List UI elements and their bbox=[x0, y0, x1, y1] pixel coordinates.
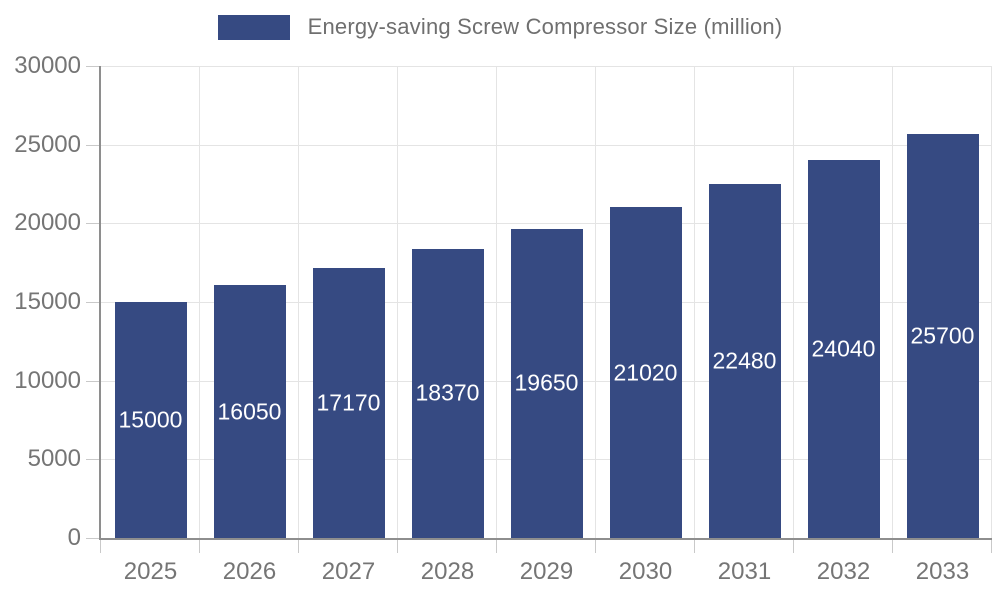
bar-value-label: 15000 bbox=[118, 406, 183, 433]
bar-2025[interactable]: 15000 bbox=[114, 302, 187, 538]
x-axis-label-2031: 2031 bbox=[717, 558, 772, 585]
x-gridline bbox=[397, 66, 398, 538]
bar-2026[interactable]: 16050 bbox=[213, 285, 286, 538]
x-axis-tick bbox=[991, 540, 992, 553]
x-axis-label-2029: 2029 bbox=[519, 558, 574, 585]
bar-2027[interactable]: 17170 bbox=[312, 267, 385, 538]
x-axis-tick bbox=[793, 540, 794, 553]
x-axis-tick bbox=[199, 540, 200, 553]
legend-swatch-icon bbox=[217, 14, 290, 40]
y-axis-label: 30000 bbox=[14, 52, 81, 79]
y-axis-tick bbox=[86, 302, 99, 303]
bar-value-label: 25700 bbox=[910, 322, 975, 349]
y-axis-label: 25000 bbox=[14, 130, 81, 158]
x-gridline bbox=[793, 66, 794, 538]
x-gridline bbox=[496, 66, 497, 538]
x-axis-tick bbox=[397, 540, 398, 553]
y-axis-tick bbox=[86, 380, 99, 382]
x-axis-tick bbox=[595, 540, 596, 553]
bar-2031[interactable]: 22480 bbox=[708, 184, 781, 538]
x-axis-label-2027: 2027 bbox=[321, 558, 376, 585]
y-axis-label: 10000 bbox=[14, 366, 81, 394]
x-axis-label-2033: 2033 bbox=[915, 558, 970, 585]
bar-value-label: 24040 bbox=[811, 335, 876, 362]
y-axis-tick bbox=[86, 144, 99, 146]
bar-value-label: 17170 bbox=[316, 389, 381, 416]
bar-2028[interactable]: 18370 bbox=[411, 248, 484, 538]
y-gridline bbox=[101, 66, 992, 67]
x-gridline bbox=[892, 66, 893, 538]
y-axis-label: 0 bbox=[67, 524, 81, 551]
bar-2029[interactable]: 19650 bbox=[510, 228, 583, 538]
y-axis-line bbox=[99, 66, 101, 538]
plot-area: 0 5000 10000 15000 20000 25000 30000 15000 2025 1… bbox=[14, 52, 992, 585]
legend-label: Energy-saving Screw Compressor Size (mil… bbox=[307, 14, 783, 39]
bar-value-label: 21020 bbox=[613, 359, 678, 386]
y-axis-tick bbox=[86, 66, 99, 67]
bar-value-label: 16050 bbox=[217, 398, 282, 425]
y-gridline bbox=[101, 223, 992, 225]
x-axis-tick bbox=[694, 540, 695, 553]
legend: Energy-saving Screw Compressor Size (mil… bbox=[0, 14, 1000, 40]
bar-value-label: 22480 bbox=[712, 347, 777, 374]
y-axis-label: 5000 bbox=[27, 445, 81, 473]
legend-item[interactable]: Energy-saving Screw Compressor Size (mil… bbox=[217, 14, 783, 40]
x-axis-line bbox=[99, 538, 992, 540]
x-axis-tick bbox=[100, 540, 101, 553]
x-axis-label-2026: 2026 bbox=[222, 558, 277, 585]
x-axis-tick bbox=[892, 540, 893, 553]
bar-2033[interactable]: 25700 bbox=[906, 133, 979, 538]
x-axis-tick bbox=[496, 540, 497, 553]
y-axis-label: 20000 bbox=[14, 209, 81, 237]
x-axis-tick bbox=[298, 540, 299, 553]
x-gridline bbox=[298, 66, 299, 538]
x-axis-label-2025: 2025 bbox=[123, 558, 178, 585]
bar-value-label: 18370 bbox=[415, 379, 480, 406]
x-gridline bbox=[595, 66, 596, 538]
x-axis-label-2030: 2030 bbox=[618, 558, 673, 585]
x-gridline bbox=[991, 66, 992, 538]
y-axis-label: 15000 bbox=[14, 288, 81, 315]
x-axis-label-2028: 2028 bbox=[420, 558, 475, 585]
x-gridline bbox=[694, 66, 695, 538]
x-gridline bbox=[199, 66, 200, 538]
y-gridline bbox=[101, 144, 992, 146]
bar-value-label: 19650 bbox=[514, 369, 579, 396]
y-axis-tick bbox=[86, 538, 99, 539]
y-axis-tick bbox=[86, 459, 99, 461]
y-axis-tick bbox=[86, 223, 99, 225]
bar-2030[interactable]: 21020 bbox=[609, 207, 682, 538]
bar-2032[interactable]: 24040 bbox=[807, 159, 880, 538]
x-axis-label-2032: 2032 bbox=[816, 558, 871, 585]
